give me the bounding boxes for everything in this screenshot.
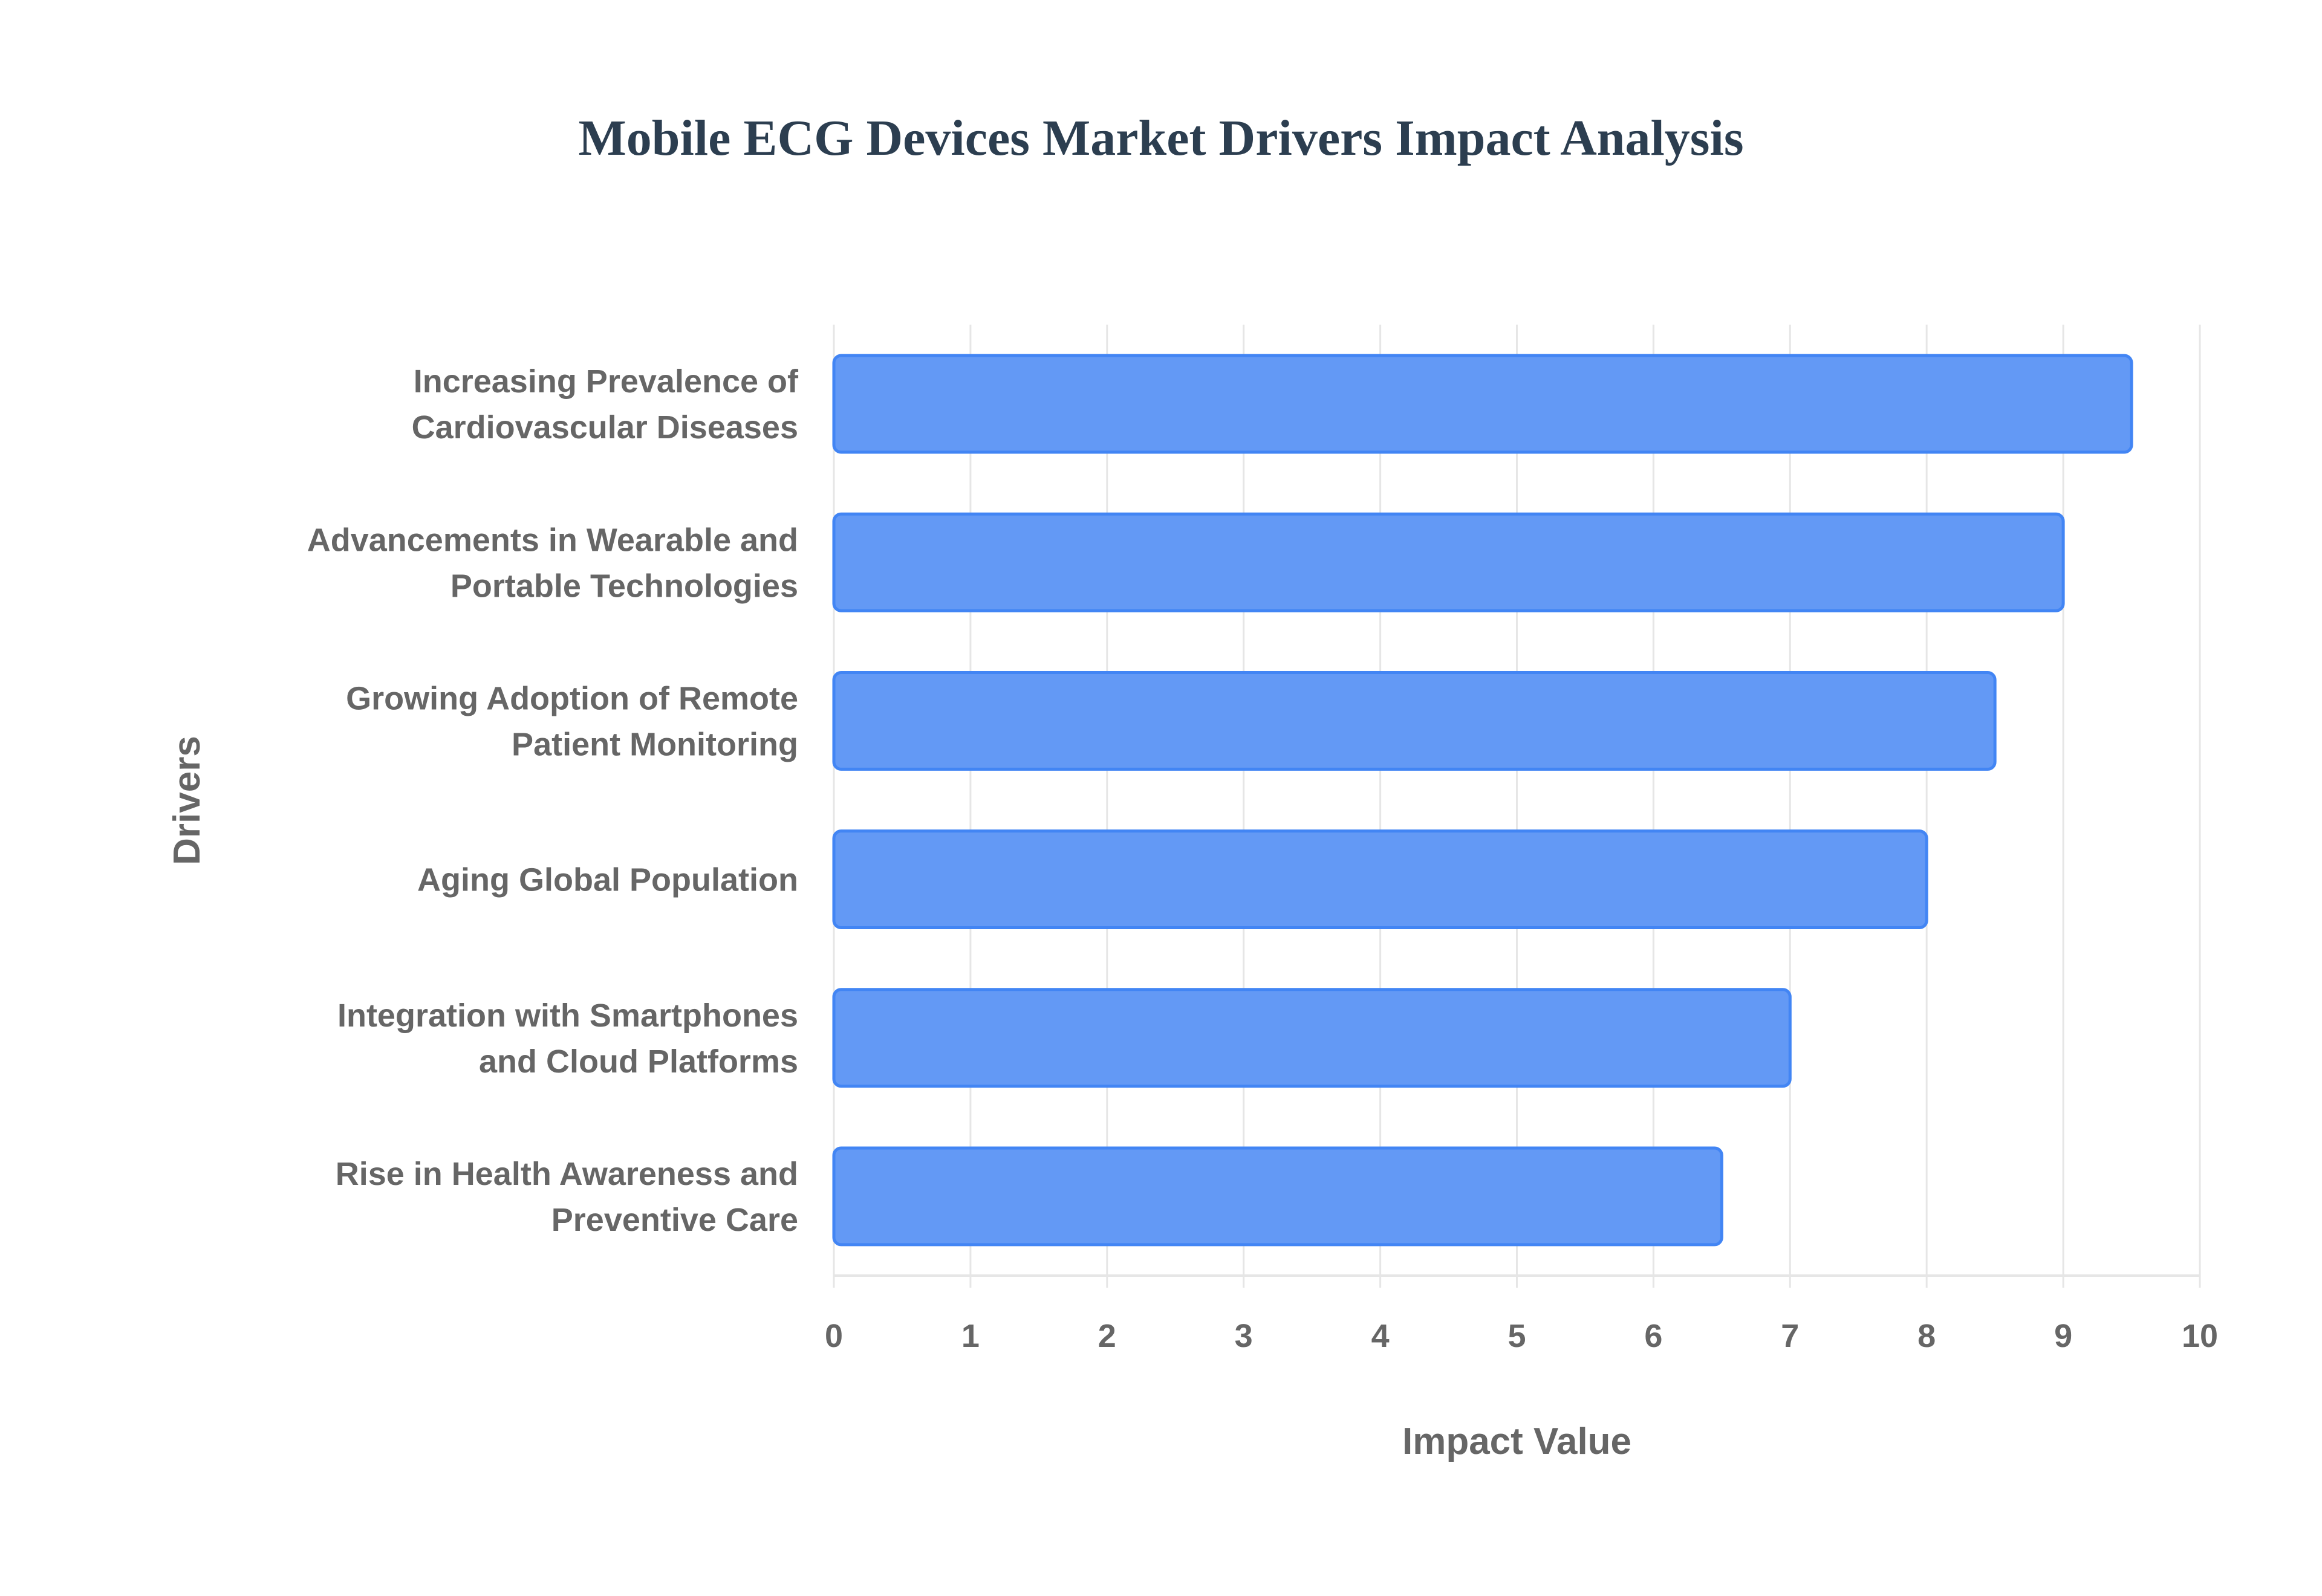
- y-axis-title: Drivers: [166, 736, 208, 865]
- y-tick-label: and Cloud Platforms: [479, 1043, 798, 1080]
- x-tick-label: 6: [1644, 1318, 1662, 1354]
- x-tick-label: 1: [961, 1318, 980, 1354]
- x-axis-title: Impact Value: [1402, 1421, 1631, 1462]
- x-tick-label: 10: [2182, 1318, 2218, 1354]
- x-tick-label: 9: [2054, 1318, 2072, 1354]
- bar: [832, 1146, 1723, 1247]
- y-tick-label: Advancements in Wearable and: [307, 522, 798, 558]
- y-tick-label: Preventive Care: [551, 1202, 798, 1238]
- y-tick-label: Growing Adoption of Remote: [346, 680, 798, 716]
- y-tick-label: Aging Global Population: [417, 862, 798, 898]
- x-tick-label: 2: [1098, 1318, 1116, 1354]
- y-tick-label: Rise in Health Awareness and: [336, 1156, 798, 1192]
- x-tick-label: 7: [1781, 1318, 1799, 1354]
- chart-title: Mobile ECG Devices Market Drivers Impact…: [578, 110, 1744, 166]
- y-tick-label: Integration with Smartphones: [337, 997, 798, 1034]
- y-tick-label: Increasing Prevalence of: [414, 363, 799, 400]
- y-tick-label: Portable Technologies: [450, 568, 798, 604]
- y-tick-label: Patient Monitoring: [512, 726, 798, 762]
- bar: [832, 829, 1928, 930]
- bar: [832, 512, 2065, 612]
- bar: [832, 354, 2133, 454]
- x-tick-label: 8: [1917, 1318, 1936, 1354]
- bar: [832, 670, 1997, 771]
- bar: [832, 988, 1792, 1088]
- x-tick-label: 3: [1235, 1318, 1253, 1354]
- x-tick-label: 4: [1371, 1318, 1390, 1354]
- y-tick-label: Cardiovascular Diseases: [412, 409, 798, 446]
- x-tick-label: 5: [1507, 1318, 1526, 1354]
- x-tick-label: 0: [825, 1318, 843, 1354]
